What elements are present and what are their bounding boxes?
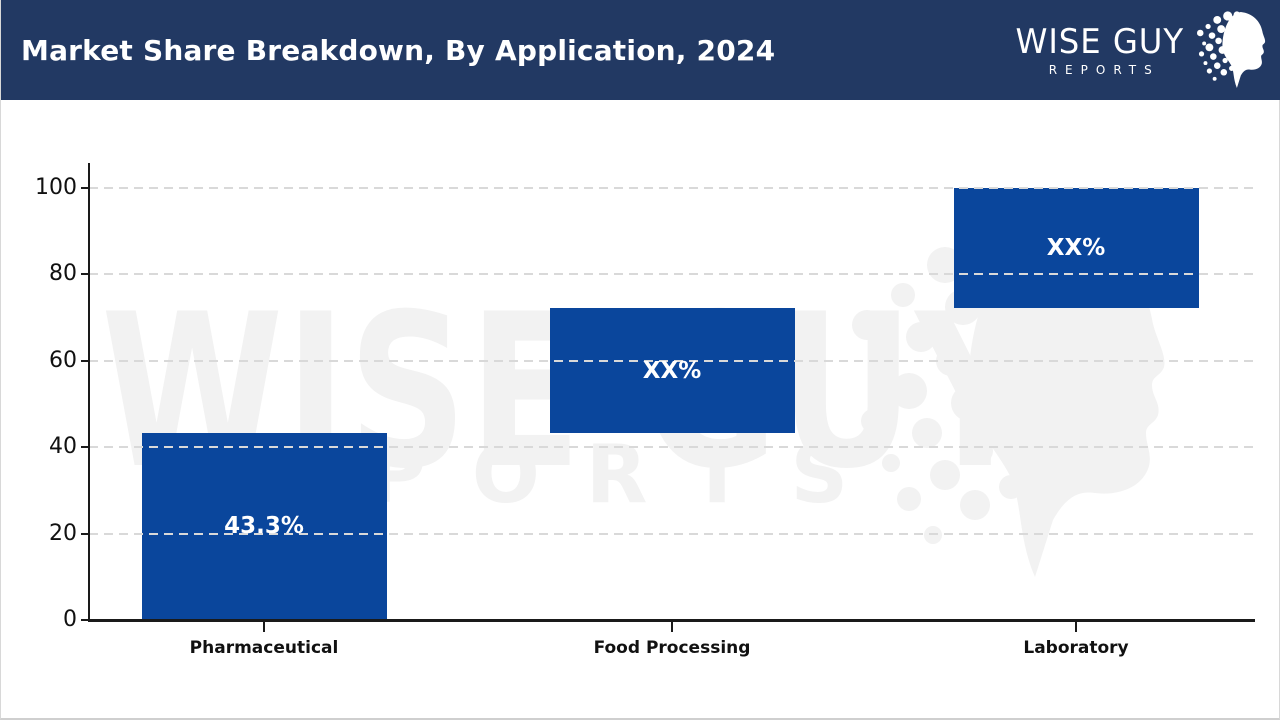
- y-tick-label: 80: [49, 261, 77, 287]
- gridline-100: [89, 187, 1254, 189]
- y-tick-label: 100: [35, 175, 77, 200]
- x-category-label: Laboratory: [1023, 638, 1129, 658]
- header-bar: Market Share Breakdown, By Application, …: [1, 0, 1280, 100]
- y-tick-label: 20: [49, 520, 77, 546]
- x-category-label: Pharmaceutical: [189, 638, 339, 658]
- y-tick-label: 60: [49, 347, 77, 373]
- gridline-20: [89, 532, 1254, 535]
- dotted-face-icon: [1196, 11, 1266, 88]
- logo-wordmark: WISE GUY: [1015, 21, 1185, 62]
- page-title: Market Share Breakdown, By Application, …: [21, 33, 776, 67]
- bar-value-label: 43.3%: [224, 513, 304, 540]
- wise-guy-reports-logo: WISE GUY REPORTS: [1011, 0, 1267, 100]
- y-tick-0: [81, 619, 89, 621]
- gridline-40: [89, 446, 1254, 449]
- logo-subtitle: REPORTS: [1048, 62, 1160, 77]
- waterfall-chart: 0 20 40 60 80 100 43.3% Pharmaceutical XX% Food P…: [1, 100, 1280, 720]
- y-tick-100: [81, 187, 89, 189]
- y-tick-label: 40: [49, 434, 77, 460]
- y-tick-20: [81, 532, 89, 535]
- y-tick-60: [81, 359, 89, 362]
- logo-text: WISE GUY REPORTS: [1011, 25, 1189, 76]
- x-axis-line: [88, 619, 1255, 622]
- x-tick-2: [1075, 622, 1077, 632]
- y-tick-40: [81, 446, 89, 449]
- gridline-80: [89, 273, 1254, 276]
- x-tick-1: [671, 622, 673, 632]
- bar-food-processing: [549, 308, 795, 433]
- bar-laboratory: [953, 188, 1199, 309]
- x-tick-0: [263, 622, 265, 632]
- gridline-60: [89, 359, 1254, 362]
- bar-value-label: XX%: [1046, 235, 1106, 262]
- bar-pharmaceutical: [141, 432, 387, 620]
- y-tick-label: 0: [63, 607, 77, 632]
- y-tick-80: [81, 273, 89, 276]
- x-category-label: Food Processing: [593, 638, 751, 658]
- y-axis-line: [88, 163, 90, 622]
- bar-value-label: XX%: [642, 357, 702, 384]
